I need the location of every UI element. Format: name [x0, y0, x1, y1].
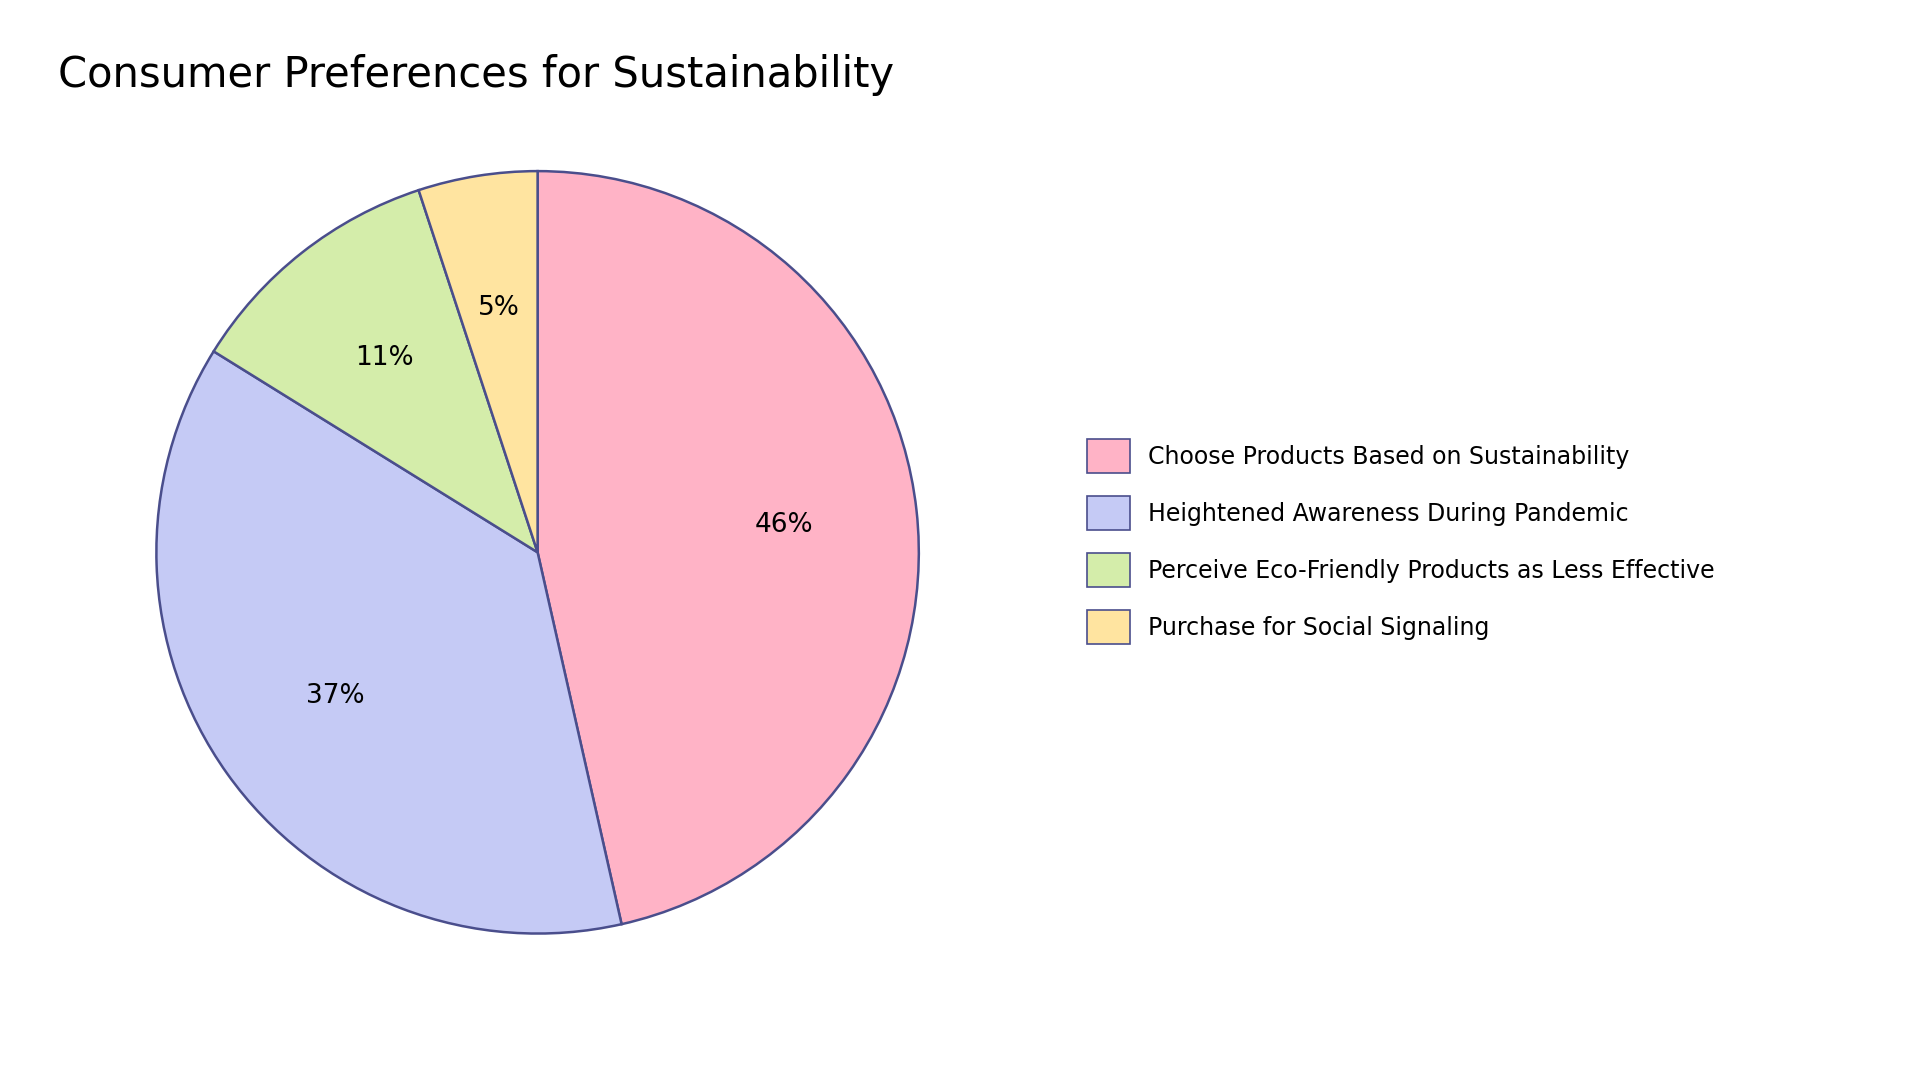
Legend: Choose Products Based on Sustainability, Heightened Awareness During Pandemic, P: Choose Products Based on Sustainability,…: [1087, 440, 1715, 643]
Text: 37%: 37%: [307, 683, 365, 709]
Wedge shape: [419, 171, 538, 552]
Wedge shape: [213, 191, 538, 552]
Wedge shape: [538, 171, 920, 924]
Text: Consumer Preferences for Sustainability: Consumer Preferences for Sustainability: [58, 54, 893, 96]
Text: 5%: 5%: [478, 295, 520, 321]
Text: 46%: 46%: [755, 512, 814, 538]
Text: 11%: 11%: [355, 344, 413, 370]
Wedge shape: [156, 351, 622, 934]
